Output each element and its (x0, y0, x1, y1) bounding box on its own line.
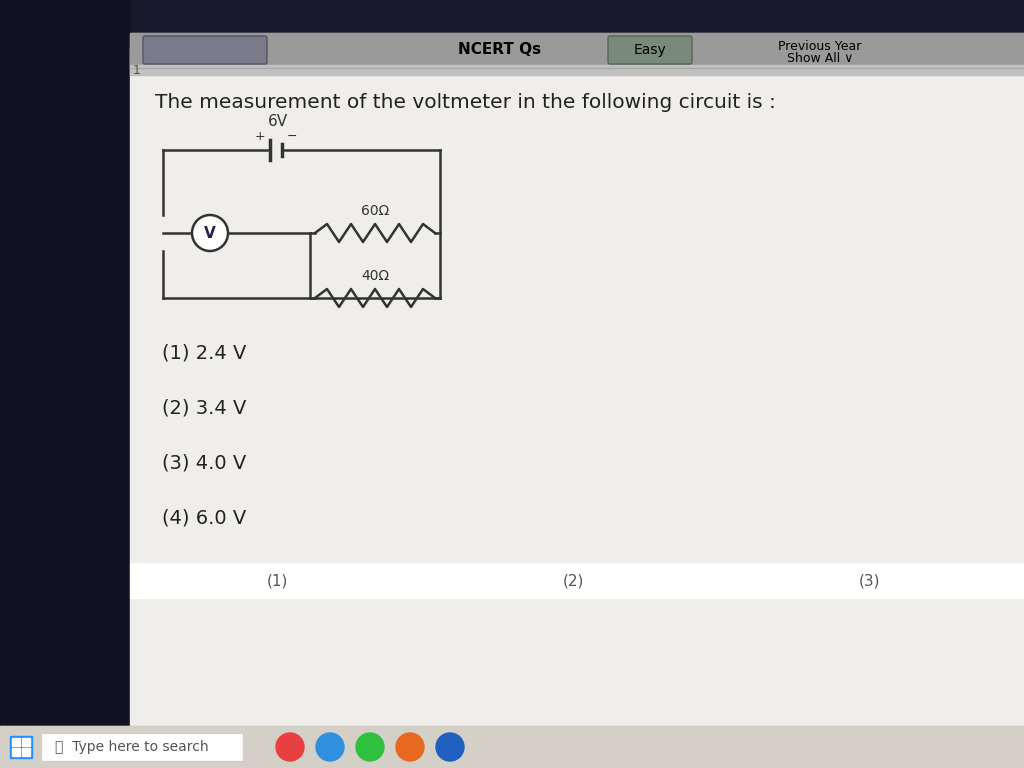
Circle shape (316, 733, 344, 761)
Text: (1): (1) (266, 574, 288, 588)
Bar (130, 33, 1024, 65)
Text: V: V (204, 226, 216, 240)
Text: Easy: Easy (634, 43, 667, 57)
Text: −: − (287, 130, 297, 143)
Bar (130, 33, 1024, 65)
Bar (22, 748, 30, 756)
Text: Previous Year: Previous Year (778, 39, 861, 52)
Bar (721, 563, 1024, 598)
Text: (2) 3.4 V: (2) 3.4 V (162, 399, 247, 418)
Circle shape (276, 733, 304, 761)
Bar (0, 0, 130, 768)
Text: 1: 1 (133, 64, 141, 77)
Bar (0, 726, 1024, 768)
Circle shape (436, 733, 464, 761)
Text: +: + (255, 130, 265, 143)
Text: 60Ω: 60Ω (360, 204, 389, 218)
Text: 6V: 6V (268, 114, 288, 130)
Text: (2): (2) (562, 574, 584, 588)
Bar (42, 734, 242, 760)
Text: (3) 4.0 V: (3) 4.0 V (162, 453, 246, 472)
Text: The measurement of the voltmeter in the following circuit is :: The measurement of the voltmeter in the … (155, 94, 776, 112)
FancyBboxPatch shape (143, 36, 267, 64)
Circle shape (193, 215, 228, 251)
Circle shape (396, 733, 424, 761)
Text: (3): (3) (859, 574, 881, 588)
Bar (130, 563, 425, 598)
Bar (130, 48, 1024, 733)
Bar (12, 738, 20, 746)
Circle shape (356, 733, 384, 761)
Bar (10, 736, 32, 758)
Bar (0, 726, 1024, 768)
Text: 🔍  Type here to search: 🔍 Type here to search (55, 740, 209, 754)
Bar (130, 65, 1024, 75)
Bar (12, 748, 20, 756)
Text: 40Ω: 40Ω (360, 269, 389, 283)
Text: Show All ∨: Show All ∨ (786, 51, 853, 65)
Text: (1) 2.4 V: (1) 2.4 V (162, 343, 247, 362)
Bar (425, 563, 721, 598)
FancyBboxPatch shape (608, 36, 692, 64)
Bar (22, 738, 30, 746)
Text: (4) 6.0 V: (4) 6.0 V (162, 508, 246, 528)
Text: NCERT Qs: NCERT Qs (459, 42, 542, 58)
